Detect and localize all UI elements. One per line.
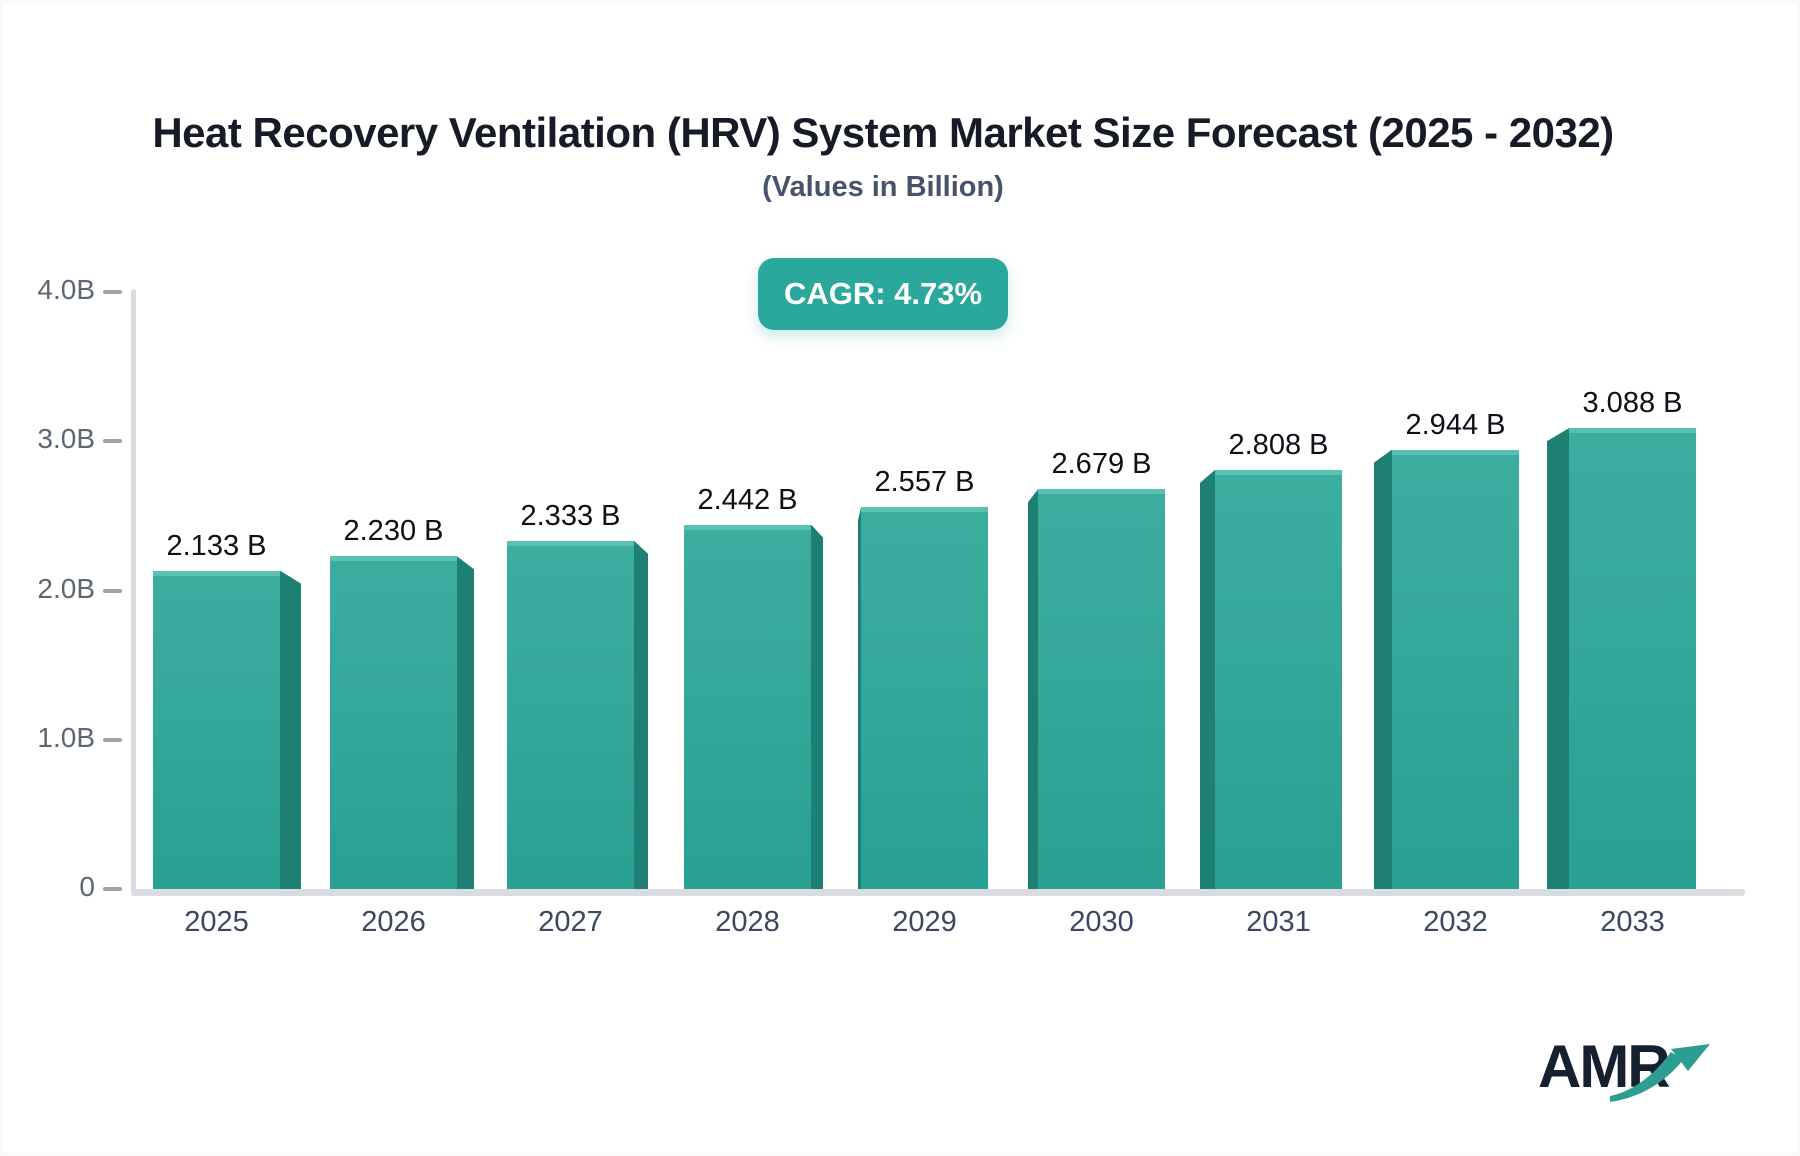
bar-top-highlight xyxy=(330,556,457,562)
bar-side-2031 xyxy=(1200,469,1215,889)
amr-logo: AMR xyxy=(1528,1028,1728,1118)
bar-value-label-2032: 2.944 B xyxy=(1405,408,1506,441)
x-axis-label-2031: 2031 xyxy=(1246,906,1311,938)
bar-value-label-2025: 2.133 B xyxy=(166,529,267,562)
bar-top-highlight xyxy=(153,570,280,576)
x-axis-label-2029: 2029 xyxy=(892,906,957,938)
bar-top-highlight xyxy=(507,540,634,546)
bar-2029 xyxy=(861,507,988,889)
y-tick-dash xyxy=(103,290,122,294)
y-axis-line xyxy=(131,289,136,896)
bar-top-highlight xyxy=(861,507,988,513)
bar-side-2030 xyxy=(1028,489,1038,889)
chart-subtitle: (Values in Billion) xyxy=(762,171,1004,203)
bar-side-2025 xyxy=(280,570,301,889)
cagr-badge-label: CAGR: 4.73% xyxy=(783,276,983,311)
y-tick-dash xyxy=(103,439,122,444)
bar-side-2032 xyxy=(1374,449,1392,889)
y-tick-dash xyxy=(103,887,122,891)
bar-value-label-2033: 3.088 B xyxy=(1582,387,1683,420)
x-axis-label-2026: 2026 xyxy=(361,906,426,938)
x-axis-label-2032: 2032 xyxy=(1423,906,1488,938)
bar-top-highlight xyxy=(1215,469,1342,475)
bar-value-label-2029: 2.557 B xyxy=(874,466,975,499)
growth-arrow-icon xyxy=(1610,1044,1710,1102)
x-axis-label-2030: 2030 xyxy=(1069,906,1134,938)
y-axis-tick-label: 4.0B xyxy=(37,274,95,305)
bar-2026 xyxy=(330,556,457,889)
x-axis-line xyxy=(131,889,1745,896)
bar-top-highlight xyxy=(684,524,811,530)
y-tick-dash xyxy=(103,737,122,742)
x-axis-label-2028: 2028 xyxy=(715,906,780,938)
bar-value-label-2030: 2.679 B xyxy=(1051,448,1152,481)
x-axis-label-2025: 2025 xyxy=(184,906,249,938)
bar-value-label-2027: 2.333 B xyxy=(520,499,621,532)
bar-2027 xyxy=(507,540,634,889)
bar-top-highlight xyxy=(1038,489,1165,495)
bar-side-2033 xyxy=(1547,428,1569,889)
y-tick-dash xyxy=(103,588,122,593)
x-axis-label-2033: 2033 xyxy=(1600,906,1665,938)
bar-2025 xyxy=(153,570,280,889)
y-axis-tick-label: 1.0B xyxy=(37,721,95,753)
bar-2028 xyxy=(684,524,811,889)
y-axis-tick-label: 2.0B xyxy=(37,572,95,604)
bar-top-highlight xyxy=(1569,428,1696,434)
bar-value-label-2026: 2.230 B xyxy=(343,515,444,548)
bar-side-2027 xyxy=(634,540,648,889)
bar-side-2026 xyxy=(457,556,474,889)
cagr-badge: CAGR: 4.73% xyxy=(758,258,1008,330)
bar-2031 xyxy=(1215,469,1342,889)
y-axis-tick-label: 3.0B xyxy=(37,423,95,455)
chart-title: Heat Recovery Ventilation (HRV) System M… xyxy=(152,109,1614,156)
y-axis-tick-label: 0 xyxy=(79,871,95,902)
bar-side-2029 xyxy=(858,507,861,889)
x-axis-label-2027: 2027 xyxy=(538,906,603,938)
bar-top-highlight xyxy=(1392,449,1519,455)
bar-2030 xyxy=(1038,489,1165,889)
bar-side-2028 xyxy=(811,524,823,889)
bar-value-label-2031: 2.808 B xyxy=(1228,428,1329,461)
bar-2032 xyxy=(1392,449,1519,889)
bar-value-label-2028: 2.442 B xyxy=(697,483,798,516)
bar-2033 xyxy=(1569,428,1696,889)
